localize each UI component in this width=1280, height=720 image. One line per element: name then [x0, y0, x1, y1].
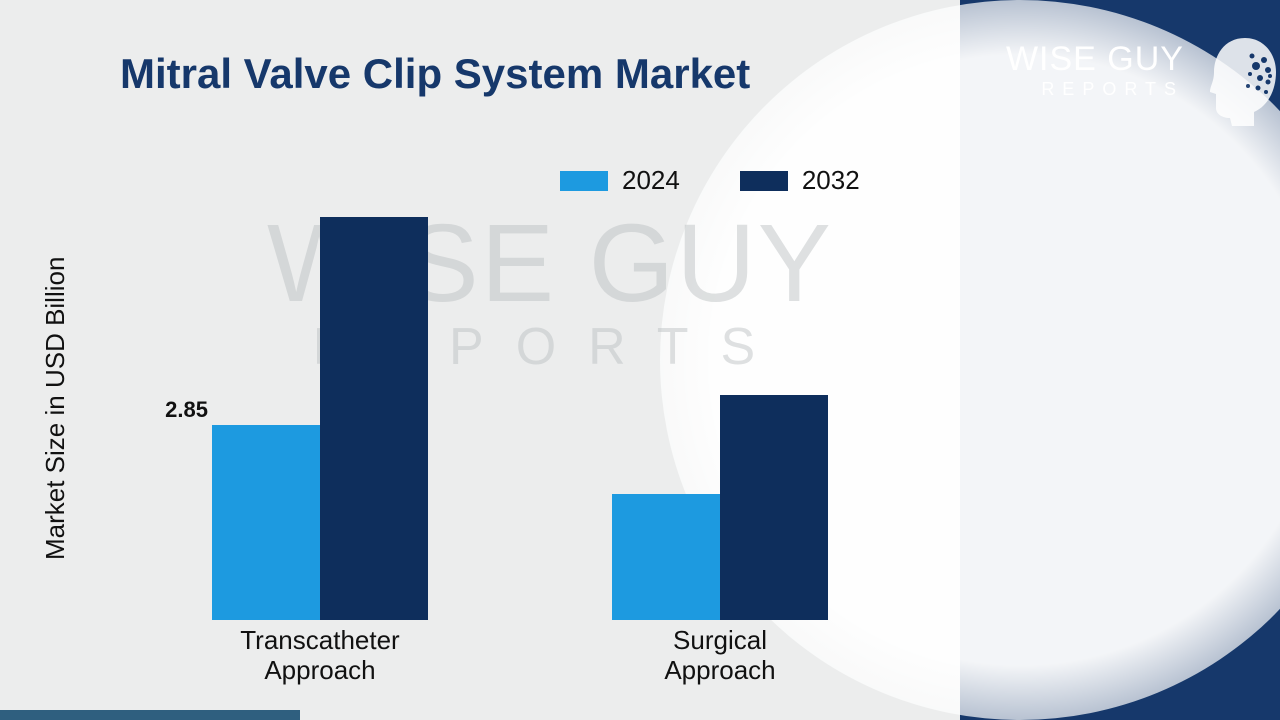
category-label-line2: Approach [664, 655, 775, 685]
chart-canvas: WISE GUY REPORTS Mitral Valve Clip Syste… [0, 0, 1280, 720]
bar-surgical-2032 [720, 395, 828, 621]
value-label-transcatheter-2024: 2.85 [156, 397, 208, 423]
brand-logo: WISE GUY REPORTS [1006, 42, 1184, 98]
legend-swatch-2032 [740, 171, 788, 191]
bar-transcatheter-2032 [320, 217, 428, 620]
category-label-line1: Transcatheter [240, 625, 399, 655]
legend-item-2032: 2032 [740, 165, 860, 196]
category-label-line1: Surgical [673, 625, 767, 655]
category-label-surgical: SurgicalApproach [600, 626, 840, 686]
legend-label-2032: 2032 [802, 165, 860, 196]
legend-item-2024: 2024 [560, 165, 680, 196]
legend: 2024 2032 [560, 165, 860, 196]
brand-line2: REPORTS [1006, 80, 1184, 98]
chart-title: Mitral Valve Clip System Market [120, 50, 750, 98]
legend-swatch-2024 [560, 171, 608, 191]
plot-area: TranscatheterApproachSurgicalApproach2.8… [120, 210, 1020, 620]
legend-label-2024: 2024 [622, 165, 680, 196]
brand-line1: WISE GUY [1006, 42, 1184, 76]
brand-head-icon [1210, 36, 1280, 126]
category-label-line2: Approach [264, 655, 375, 685]
bar-surgical-2024 [612, 494, 720, 620]
category-label-transcatheter: TranscatheterApproach [200, 626, 440, 686]
y-axis-title: Market Size in USD Billion [40, 257, 71, 560]
bar-transcatheter-2024 [212, 425, 320, 620]
accent-bar [0, 710, 300, 720]
